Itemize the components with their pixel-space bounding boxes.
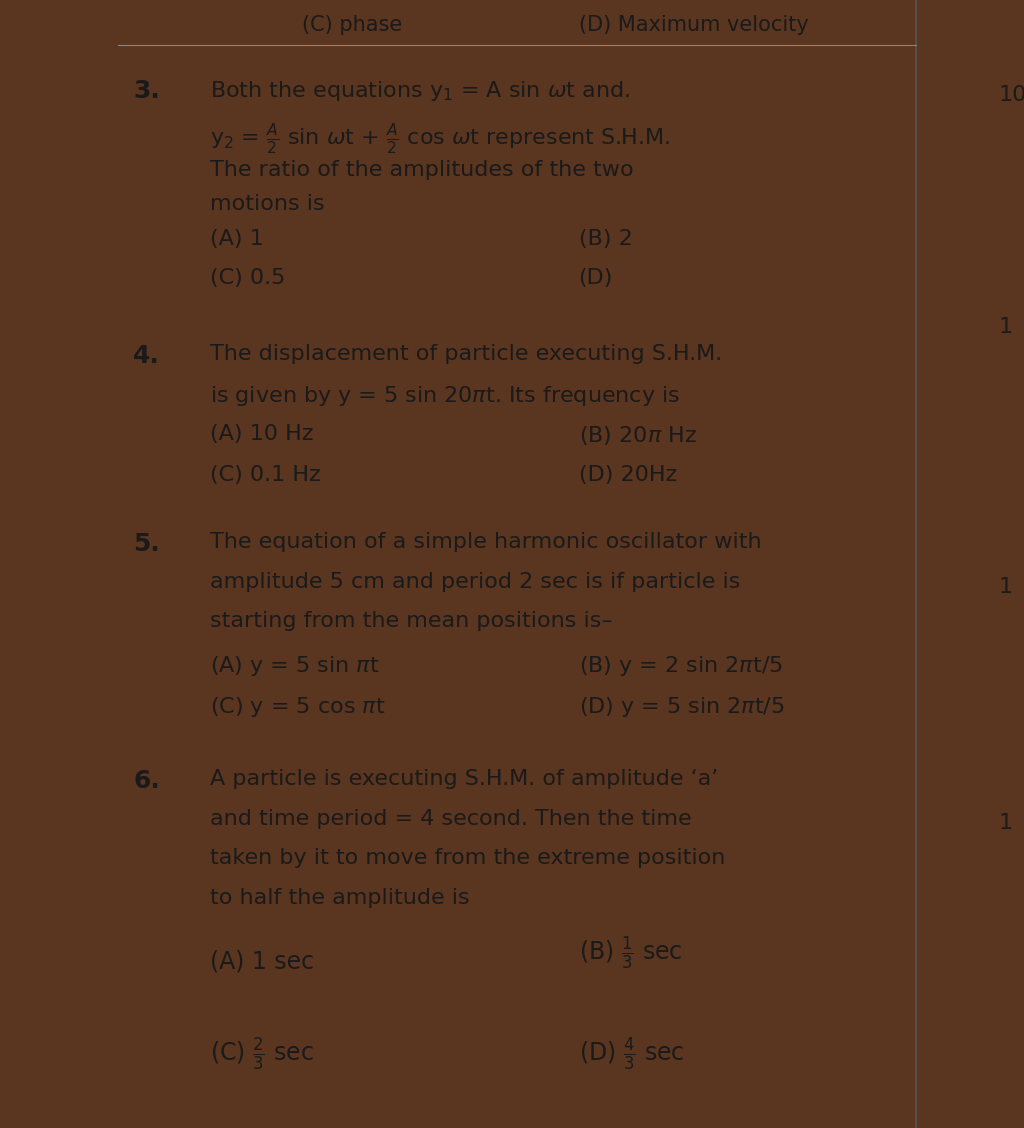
Text: motions is: motions is (210, 194, 325, 214)
Text: (A) y = 5 sin $\pi$t: (A) y = 5 sin $\pi$t (210, 654, 379, 678)
Text: 3.: 3. (133, 79, 160, 103)
Text: (A) 10 Hz: (A) 10 Hz (210, 424, 313, 444)
Text: taken by it to move from the extreme position: taken by it to move from the extreme pos… (210, 848, 725, 869)
Text: (D) Maximum velocity: (D) Maximum velocity (579, 15, 808, 35)
Text: to half the amplitude is: to half the amplitude is (210, 888, 470, 908)
Text: (C) 0.1 Hz: (C) 0.1 Hz (210, 465, 321, 485)
Text: (A) 1 sec: (A) 1 sec (210, 949, 314, 973)
Text: Both the equations y$_1$ = A sin $\omega$t and.: Both the equations y$_1$ = A sin $\omega… (210, 79, 630, 103)
Text: The displacement of particle executing S.H.M.: The displacement of particle executing S… (210, 344, 722, 364)
Text: and time period = 4 second. Then the time: and time period = 4 second. Then the tim… (210, 809, 691, 829)
Text: 1: 1 (998, 317, 1013, 337)
Text: 5.: 5. (133, 532, 160, 556)
Text: (D) y = 5 sin 2$\pi$t/5: (D) y = 5 sin 2$\pi$t/5 (579, 695, 784, 719)
Text: (B) 2: (B) 2 (579, 229, 632, 249)
Text: (C) phase: (C) phase (302, 15, 402, 35)
Text: The equation of a simple harmonic oscillator with: The equation of a simple harmonic oscill… (210, 532, 762, 553)
Text: (C) 0.5: (C) 0.5 (210, 268, 286, 289)
Text: 1: 1 (998, 813, 1013, 834)
Text: (C) y = 5 cos $\pi$t: (C) y = 5 cos $\pi$t (210, 695, 385, 719)
Text: 1: 1 (998, 576, 1013, 597)
Text: A particle is executing S.H.M. of amplitude ‘a’: A particle is executing S.H.M. of amplit… (210, 769, 718, 790)
Text: amplitude 5 cm and period 2 sec is if particle is: amplitude 5 cm and period 2 sec is if pa… (210, 572, 740, 592)
Text: 6.: 6. (133, 769, 160, 793)
Text: (D) $\frac{4}{3}$ sec: (D) $\frac{4}{3}$ sec (579, 1036, 684, 1074)
Text: (B) 20$\pi$ Hz: (B) 20$\pi$ Hz (579, 424, 696, 447)
Text: (C) $\frac{2}{3}$ sec: (C) $\frac{2}{3}$ sec (210, 1036, 313, 1074)
Text: The ratio of the amplitudes of the two: The ratio of the amplitudes of the two (210, 160, 634, 180)
Text: (B) y = 2 sin 2$\pi$t/5: (B) y = 2 sin 2$\pi$t/5 (579, 654, 782, 678)
Text: (A) 1: (A) 1 (210, 229, 263, 249)
Text: is given by y = 5 sin 20$\pi$t. Its frequency is: is given by y = 5 sin 20$\pi$t. Its freq… (210, 384, 680, 407)
Text: (B) $\frac{1}{3}$ sec: (B) $\frac{1}{3}$ sec (579, 934, 682, 972)
Text: starting from the mean positions is–: starting from the mean positions is– (210, 611, 612, 632)
Text: 10: 10 (998, 85, 1024, 105)
Text: y$_2$ = $\frac{A}{2}$ sin $\omega$t + $\frac{A}{2}$ cos $\omega$t represent S.H.: y$_2$ = $\frac{A}{2}$ sin $\omega$t + $\… (210, 121, 671, 156)
Text: 4.: 4. (133, 344, 160, 368)
Text: (D) 20Hz: (D) 20Hz (579, 465, 677, 485)
Text: (D): (D) (579, 268, 613, 289)
